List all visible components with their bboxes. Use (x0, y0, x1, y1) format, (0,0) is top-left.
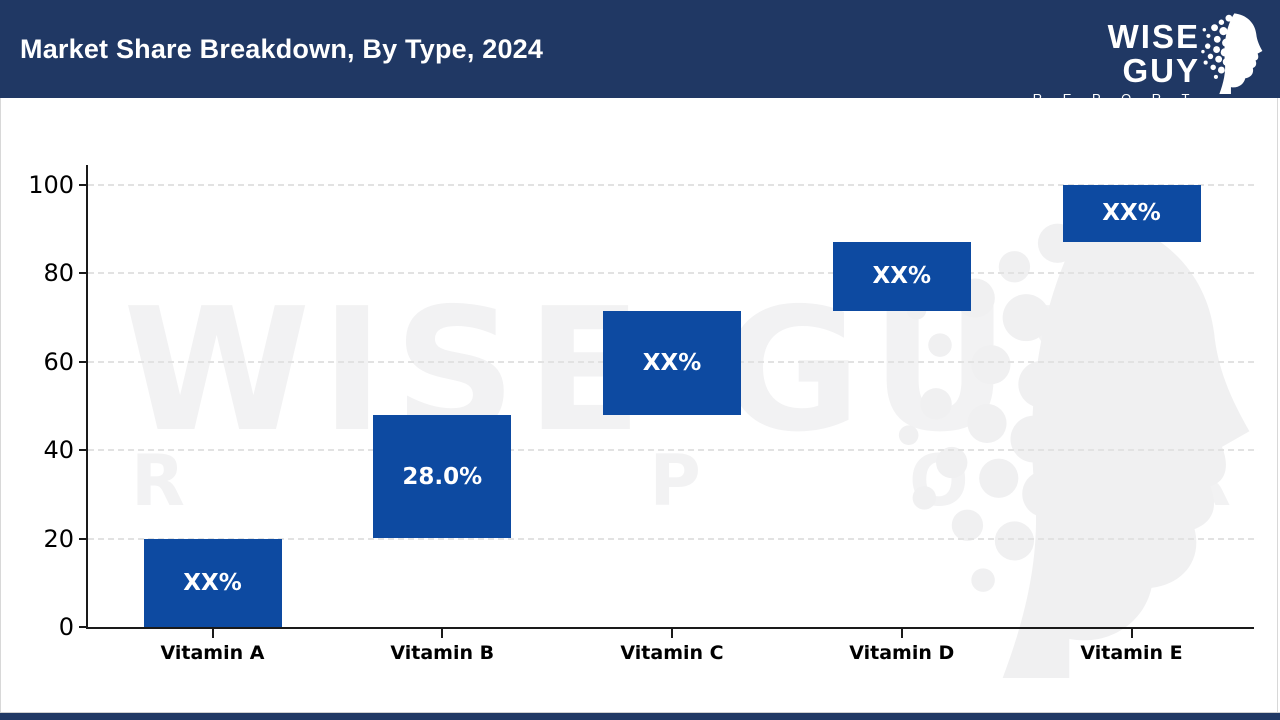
bar-value-label: XX% (183, 569, 242, 596)
watermark-head-icon (898, 215, 1250, 678)
chart-area: WISE GUY R E P O R T S 020406080100XX%28… (0, 98, 1278, 712)
x-tick-label-vitamin-c: Vitamin C (620, 642, 724, 664)
y-tick-mark-80 (79, 272, 88, 274)
x-tick-mark-3 (671, 629, 673, 638)
footer-bar (0, 713, 1280, 720)
x-tick-mark-4 (900, 629, 903, 638)
y-tick-mark-60 (79, 360, 88, 363)
bar-value-label: XX% (1102, 200, 1161, 227)
x-tick-mark-1 (211, 629, 214, 638)
y-tick-label-0: 0 (58, 613, 74, 641)
wise-guy-logo: WISE GUY R E P O R T S (1026, 6, 1266, 121)
y-axis-line (86, 165, 88, 629)
bar-vitamin-d: XX% (832, 242, 971, 311)
gridline-100 (88, 183, 1254, 186)
gridline-40 (88, 449, 1254, 451)
y-tick-label-100: 100 (28, 170, 74, 199)
gridline-80 (88, 272, 1254, 274)
bar-value-label: 28.0% (402, 463, 483, 490)
bar-value-label: XX% (642, 349, 702, 376)
header-bar: Market Share Breakdown, By Type, 2024 WI… (0, 0, 1280, 121)
bar-vitamin-e: XX% (1062, 184, 1201, 243)
chart-title: Market Share Breakdown, By Type, 2024 (20, 33, 544, 64)
bar-vitamin-a: XX% (143, 538, 282, 627)
x-tick-label-vitamin-a: Vitamin A (160, 642, 265, 664)
x-tick-mark-5 (1130, 629, 1133, 638)
y-tick-mark-100 (79, 183, 88, 186)
x-tick-label-vitamin-e: Vitamin E (1080, 642, 1183, 664)
y-tick-label-40: 40 (43, 436, 74, 464)
bar-value-label: XX% (872, 263, 931, 290)
x-tick-mark-2 (441, 629, 444, 638)
x-tick-label-vitamin-b: Vitamin B (390, 642, 495, 664)
bar-vitamin-c: XX% (603, 310, 741, 415)
y-tick-label-20: 20 (43, 524, 74, 553)
logo-wordmark: WISE GUY (1107, 18, 1200, 89)
y-tick-mark-20 (79, 537, 88, 540)
y-tick-label-80: 80 (43, 259, 74, 287)
logo-head-icon (1201, 13, 1263, 94)
x-tick-label-vitamin-d: Vitamin D (849, 642, 955, 664)
y-tick-label-60: 60 (43, 347, 74, 376)
y-tick-mark-40 (79, 449, 88, 451)
x-axis-line (86, 627, 1254, 629)
figure-border-line (0, 712, 1280, 713)
bar-vitamin-b: 28.0% (373, 414, 512, 539)
y-tick-mark-0 (79, 626, 88, 628)
gridline-20 (88, 537, 1254, 540)
